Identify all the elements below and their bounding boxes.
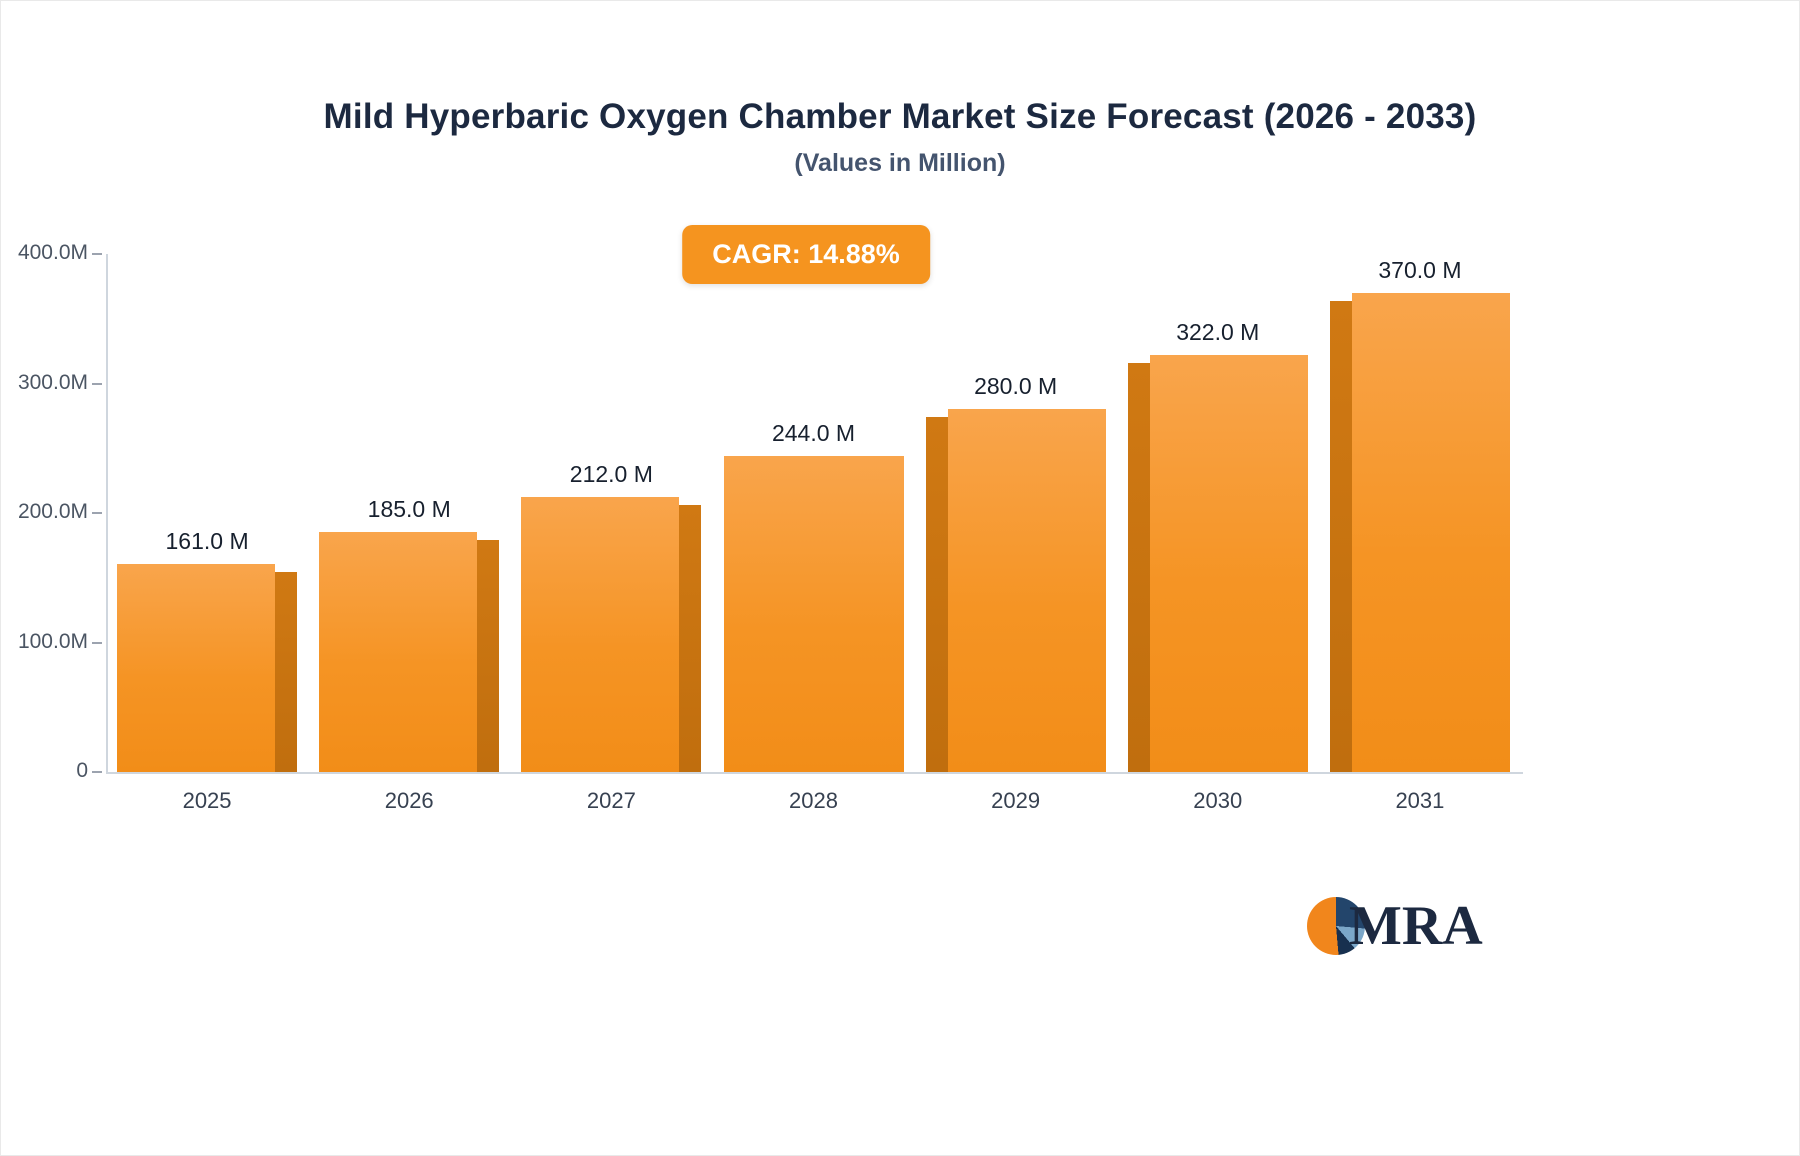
y-tick-label: 400.0M bbox=[17, 241, 88, 264]
logo: MRA bbox=[1307, 897, 1483, 955]
x-tick-label: 2026 bbox=[384, 788, 434, 813]
bar-side-shadow bbox=[275, 572, 298, 772]
bar-side-shadow bbox=[925, 417, 948, 772]
bar-value-label: 185.0 M bbox=[367, 496, 451, 522]
bar bbox=[319, 532, 478, 772]
y-tick-mark bbox=[92, 641, 102, 644]
y-tick-label: 200.0M bbox=[17, 500, 88, 523]
y-tick-mark bbox=[92, 253, 102, 255]
x-tick-label: 2025 bbox=[182, 788, 232, 813]
bar-side-shadow bbox=[1329, 301, 1352, 772]
cagr-badge: CAGR: 14.88% bbox=[682, 225, 930, 284]
chart-subtitle: (Values in Million) bbox=[794, 149, 1006, 177]
x-tick-label: 2027 bbox=[586, 788, 636, 813]
y-tick-mark bbox=[92, 382, 102, 385]
bar-value-label: 212.0 M bbox=[569, 461, 653, 487]
bar-value-label: 161.0 M bbox=[165, 528, 249, 554]
bar bbox=[521, 497, 680, 772]
bar bbox=[723, 456, 904, 772]
bar bbox=[1351, 293, 1510, 772]
plot-area: 400.0M 300.0M 200.0M 100.0M 0 161.0 M 2025 185… bbox=[18, 241, 1523, 813]
x-tick-label: 2030 bbox=[1193, 788, 1243, 813]
y-tick-label: 100.0M bbox=[17, 629, 88, 653]
x-axis-line bbox=[106, 772, 1523, 774]
bar bbox=[117, 564, 276, 772]
bar bbox=[1149, 355, 1308, 772]
y-tick-mark bbox=[92, 512, 102, 514]
bar-value-label: 244.0 M bbox=[771, 420, 856, 446]
logo-text: MRA bbox=[1349, 895, 1483, 957]
y-tick-label: 300.0M bbox=[17, 370, 88, 394]
x-tick-label: 2028 bbox=[789, 788, 838, 813]
bar-side-shadow bbox=[679, 505, 702, 772]
bar-value-label: 370.0 M bbox=[1378, 257, 1462, 283]
x-tick-label: 2029 bbox=[991, 788, 1041, 813]
bar-value-label: 322.0 M bbox=[1176, 319, 1260, 345]
chart-title: Mild Hyperbaric Oxygen Chamber Market Si… bbox=[323, 97, 1477, 136]
y-tick-label: 0 bbox=[76, 759, 88, 782]
bar-side-shadow bbox=[477, 540, 500, 772]
y-axis-line bbox=[106, 254, 108, 772]
y-tick-mark bbox=[92, 771, 102, 773]
bar-side-shadow bbox=[1127, 363, 1150, 772]
bar-value-label: 280.0 M bbox=[974, 373, 1058, 399]
x-tick-label: 2031 bbox=[1395, 788, 1445, 813]
bar bbox=[947, 409, 1106, 772]
logo-pie-icon bbox=[1307, 897, 1365, 955]
